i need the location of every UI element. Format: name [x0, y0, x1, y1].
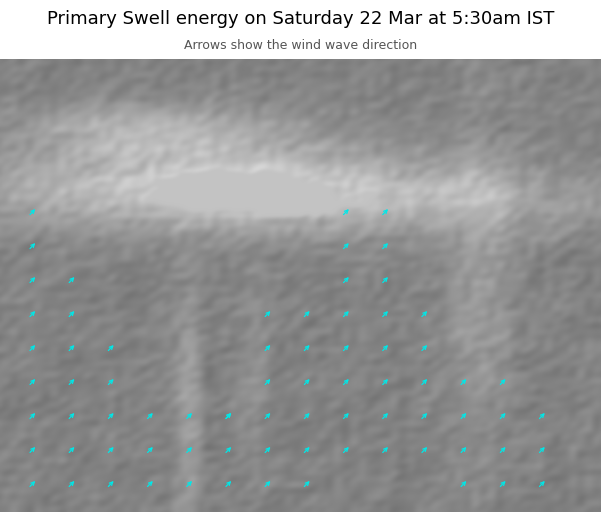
Text: Arrows show the wind wave direction: Arrows show the wind wave direction [184, 39, 417, 52]
Text: Primary Swell energy on Saturday 22 Mar at 5:30am IST: Primary Swell energy on Saturday 22 Mar … [47, 10, 554, 28]
